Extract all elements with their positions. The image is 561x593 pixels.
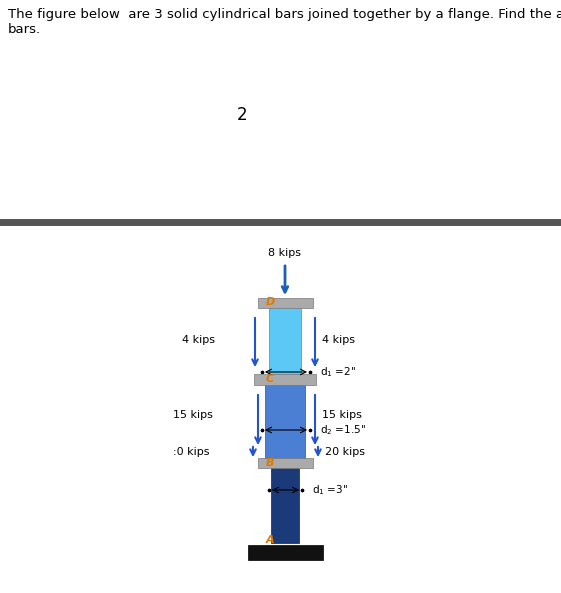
Text: 4 kips: 4 kips xyxy=(182,335,215,345)
Bar xyxy=(265,382,305,460)
Text: 8 kips: 8 kips xyxy=(269,248,301,258)
Text: 4 kips: 4 kips xyxy=(322,335,355,345)
Text: 20 kips: 20 kips xyxy=(325,447,365,457)
Bar xyxy=(258,298,313,308)
Text: d$_1$ =3": d$_1$ =3" xyxy=(312,483,348,497)
Bar xyxy=(269,305,301,375)
Text: A: A xyxy=(266,535,275,545)
Text: 2: 2 xyxy=(237,106,247,124)
Text: C: C xyxy=(266,374,274,384)
Bar xyxy=(248,545,323,560)
Text: D: D xyxy=(266,297,275,307)
Bar xyxy=(271,468,299,543)
Text: The figure below  are 3 solid cylindrical bars joined together by a flange. Find: The figure below are 3 solid cylindrical… xyxy=(8,8,561,36)
Text: B: B xyxy=(266,458,274,468)
Text: 15 kips: 15 kips xyxy=(173,410,213,420)
Text: d$_2$ =1.5": d$_2$ =1.5" xyxy=(320,423,366,437)
Bar xyxy=(258,458,313,468)
Text: 15 kips: 15 kips xyxy=(322,410,362,420)
Text: d$_1$ =2": d$_1$ =2" xyxy=(320,365,356,379)
Bar xyxy=(254,374,316,385)
Text: :0 kips: :0 kips xyxy=(173,447,210,457)
